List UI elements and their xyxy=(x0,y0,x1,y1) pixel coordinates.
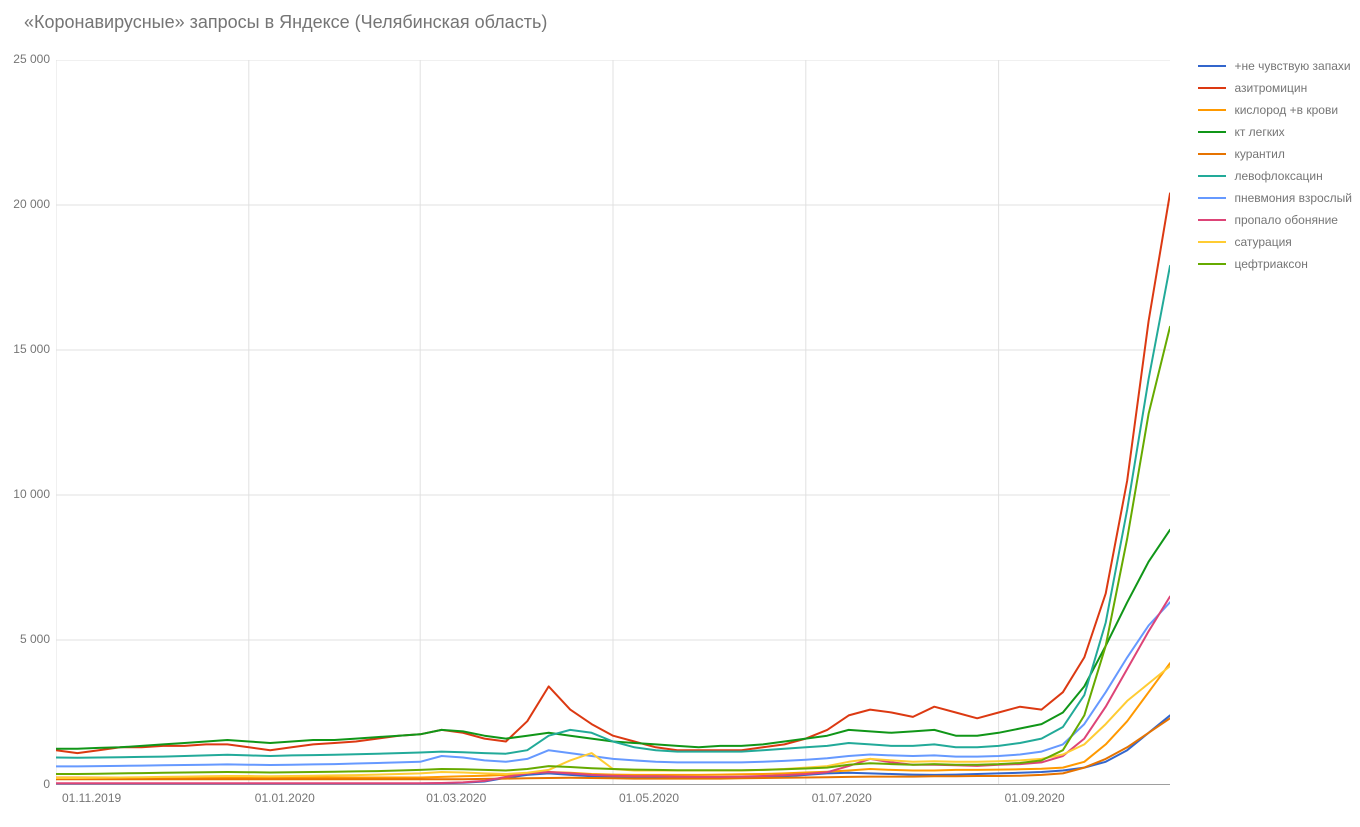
legend-item[interactable]: кт легких xyxy=(1198,124,1352,140)
legend-item[interactable]: левофлоксацин xyxy=(1198,168,1352,184)
legend-swatch xyxy=(1198,263,1226,265)
legend-swatch xyxy=(1198,87,1226,89)
legend-label: азитромицин xyxy=(1234,81,1307,95)
legend-item[interactable]: пропало обоняние xyxy=(1198,212,1352,228)
legend-swatch xyxy=(1198,241,1226,243)
y-tick-label: 10 000 xyxy=(13,487,50,501)
legend-label: кт легких xyxy=(1234,125,1284,139)
legend-swatch xyxy=(1198,65,1226,67)
y-tick-label: 0 xyxy=(43,777,50,791)
y-tick-label: 5 000 xyxy=(20,632,50,646)
legend-swatch xyxy=(1198,175,1226,177)
x-tick-label: 01.05.2020 xyxy=(619,791,679,805)
x-tick-label: 01.01.2020 xyxy=(255,791,315,805)
chart-container: «Коронавирусные» запросы в Яндексе (Челя… xyxy=(0,0,1360,827)
x-tick-label: 01.07.2020 xyxy=(812,791,872,805)
legend-item[interactable]: сатурация xyxy=(1198,234,1352,250)
legend-swatch xyxy=(1198,109,1226,111)
legend-label: цефтриаксон xyxy=(1234,257,1307,271)
legend-label: кислород +в крови xyxy=(1234,103,1338,117)
legend-swatch xyxy=(1198,153,1226,155)
legend-item[interactable]: +не чувствую запахи xyxy=(1198,58,1352,74)
legend-label: левофлоксацин xyxy=(1234,169,1322,183)
x-tick-label: 01.09.2020 xyxy=(1005,791,1065,805)
legend-item[interactable]: цефтриаксон xyxy=(1198,256,1352,272)
legend-item[interactable]: пневмония взрослый xyxy=(1198,190,1352,206)
legend-label: пропало обоняние xyxy=(1234,213,1338,227)
legend-swatch xyxy=(1198,131,1226,133)
legend-item[interactable]: кислород +в крови xyxy=(1198,102,1352,118)
legend-swatch xyxy=(1198,219,1226,221)
y-tick-label: 25 000 xyxy=(13,52,50,66)
legend-label: курантил xyxy=(1234,147,1284,161)
legend-label: пневмония взрослый xyxy=(1234,191,1352,205)
legend-item[interactable]: курантил xyxy=(1198,146,1352,162)
chart-plot xyxy=(56,60,1170,785)
x-tick-label: 01.03.2020 xyxy=(426,791,486,805)
chart-title: «Коронавирусные» запросы в Яндексе (Челя… xyxy=(24,12,547,33)
chart-legend: +не чувствую запахи азитромицин кислород +… xyxy=(1198,58,1352,278)
y-tick-label: 20 000 xyxy=(13,197,50,211)
legend-item[interactable]: азитромицин xyxy=(1198,80,1352,96)
x-tick-label: 01.11.2019 xyxy=(62,791,121,805)
y-tick-label: 15 000 xyxy=(13,342,50,356)
legend-label: +не чувствую запахи xyxy=(1234,59,1350,73)
legend-label: сатурация xyxy=(1234,235,1291,249)
legend-swatch xyxy=(1198,197,1226,199)
